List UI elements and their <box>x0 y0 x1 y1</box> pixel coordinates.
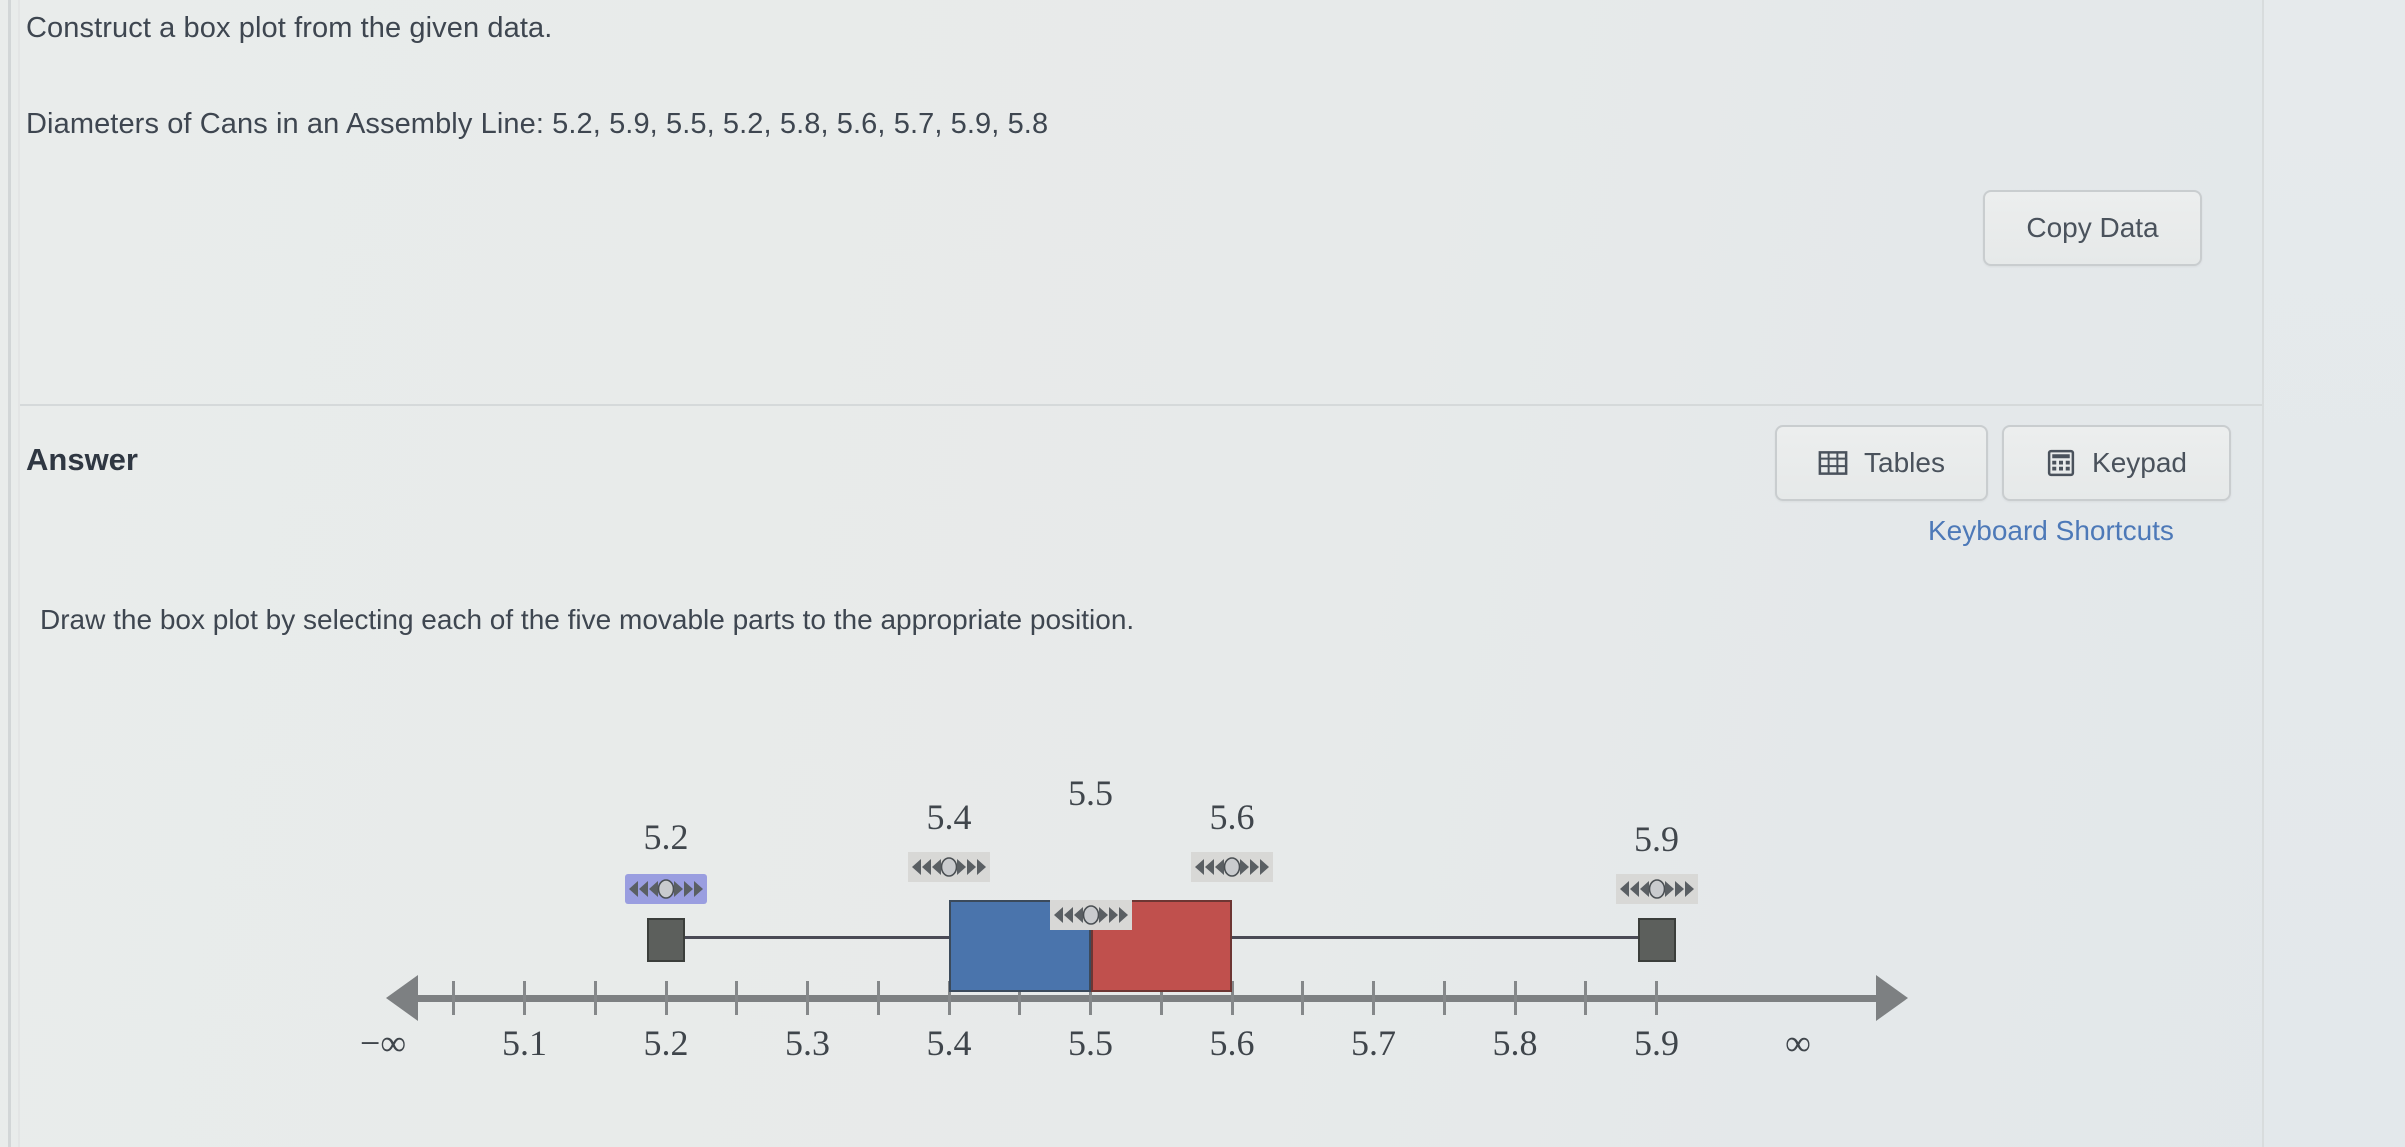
axis-tick <box>876 981 880 1015</box>
boxplot-instruction: Draw the box plot by selecting each of t… <box>40 604 1135 635</box>
copy-data-button-label: Copy Data <box>2026 212 2159 243</box>
axis-tick <box>806 981 809 1015</box>
left-edge-rail <box>8 0 11 1147</box>
axis-tick-label: 5.9 <box>1634 1023 1679 1063</box>
outer-gutter <box>2262 0 2405 1147</box>
axis-tick-label: 5.1 <box>502 1023 547 1063</box>
answer-heading: Answer <box>26 442 138 477</box>
axis-tick <box>1655 981 1658 1015</box>
tables-button[interactable]: Tables <box>1775 425 1988 501</box>
drag-handle-median[interactable] <box>1049 900 1132 930</box>
axis-tick <box>947 981 951 1015</box>
axis-arrow-right-icon <box>1876 975 1908 1021</box>
axis-tick <box>523 981 526 1015</box>
drag-handle-minimum[interactable] <box>625 874 707 904</box>
part-label-first-quartile: 5.4 <box>926 797 972 837</box>
whisker-cap-min[interactable] <box>647 918 685 962</box>
axis-tick <box>1089 981 1092 1015</box>
drag-handle-first-quartile[interactable] <box>908 852 990 882</box>
left-edge-rail-secondary <box>18 0 20 1147</box>
number-line-axis <box>410 995 1890 1002</box>
tables-button-label: Tables <box>1864 447 1945 478</box>
boxplot-widget[interactable]: −∞ 5.1 5.2 5.3 5.4 5.5 5.6 5.7 5.8 5.9 ∞ 5.2 5.4 5.5… <box>0 700 2262 1100</box>
axis-tick <box>1301 981 1305 1015</box>
axis-tick-label: 5.7 <box>1351 1023 1396 1063</box>
axis-tick-label: ∞ <box>1785 1023 1811 1063</box>
axis-tick <box>1159 981 1163 1015</box>
question-data-line: Diameters of Cans in an Assembly Line: 5… <box>26 108 1049 140</box>
keypad-button[interactable]: Keypad <box>2002 425 2231 501</box>
axis-tick <box>735 981 739 1015</box>
whisker-cap-max[interactable] <box>1637 918 1676 962</box>
calculator-keypad-icon <box>2046 448 2076 478</box>
answer-panel: Answer <box>20 407 2262 1147</box>
keyboard-shortcuts-link[interactable]: Keyboard Shortcuts <box>1928 515 2174 546</box>
part-label-third-quartile: 5.6 <box>1209 797 1255 837</box>
axis-tick <box>1230 981 1234 1015</box>
axis-tick-label: 5.3 <box>785 1023 830 1063</box>
part-label-minimum: 5.2 <box>643 817 689 857</box>
axis-tick-label: 5.4 <box>926 1023 972 1063</box>
drag-handle-third-quartile[interactable] <box>1191 852 1273 882</box>
axis-tick-label: −∞ <box>360 1023 406 1063</box>
part-label-maximum: 5.9 <box>1634 819 1679 859</box>
axis-tick <box>452 981 456 1015</box>
axis-tick <box>1372 981 1375 1015</box>
axis-tick <box>1018 981 1022 1015</box>
question-prompt: Construct a box plot from the given data… <box>26 12 553 44</box>
axis-tick <box>593 981 597 1015</box>
question-panel: Construct a box plot from the given data… <box>20 0 2262 405</box>
table-grid-icon <box>1818 448 1848 478</box>
panel-divider <box>20 404 2262 406</box>
axis-tick-label: 5.5 <box>1068 1023 1113 1063</box>
axis-tick <box>1513 981 1517 1015</box>
axis-tick <box>664 981 668 1015</box>
axis-tick <box>1442 981 1446 1015</box>
axis-tick-label: 5.6 <box>1209 1023 1255 1063</box>
axis-tick-label: 5.8 <box>1492 1023 1538 1063</box>
keypad-button-label: Keypad <box>2092 447 2187 478</box>
part-label-median: 5.5 <box>1068 773 1113 813</box>
drag-handle-maximum[interactable] <box>1615 874 1698 904</box>
axis-tick-label: 5.2 <box>643 1023 689 1063</box>
axis-tick <box>1584 981 1588 1015</box>
copy-data-button[interactable]: Copy Data <box>1983 190 2202 266</box>
